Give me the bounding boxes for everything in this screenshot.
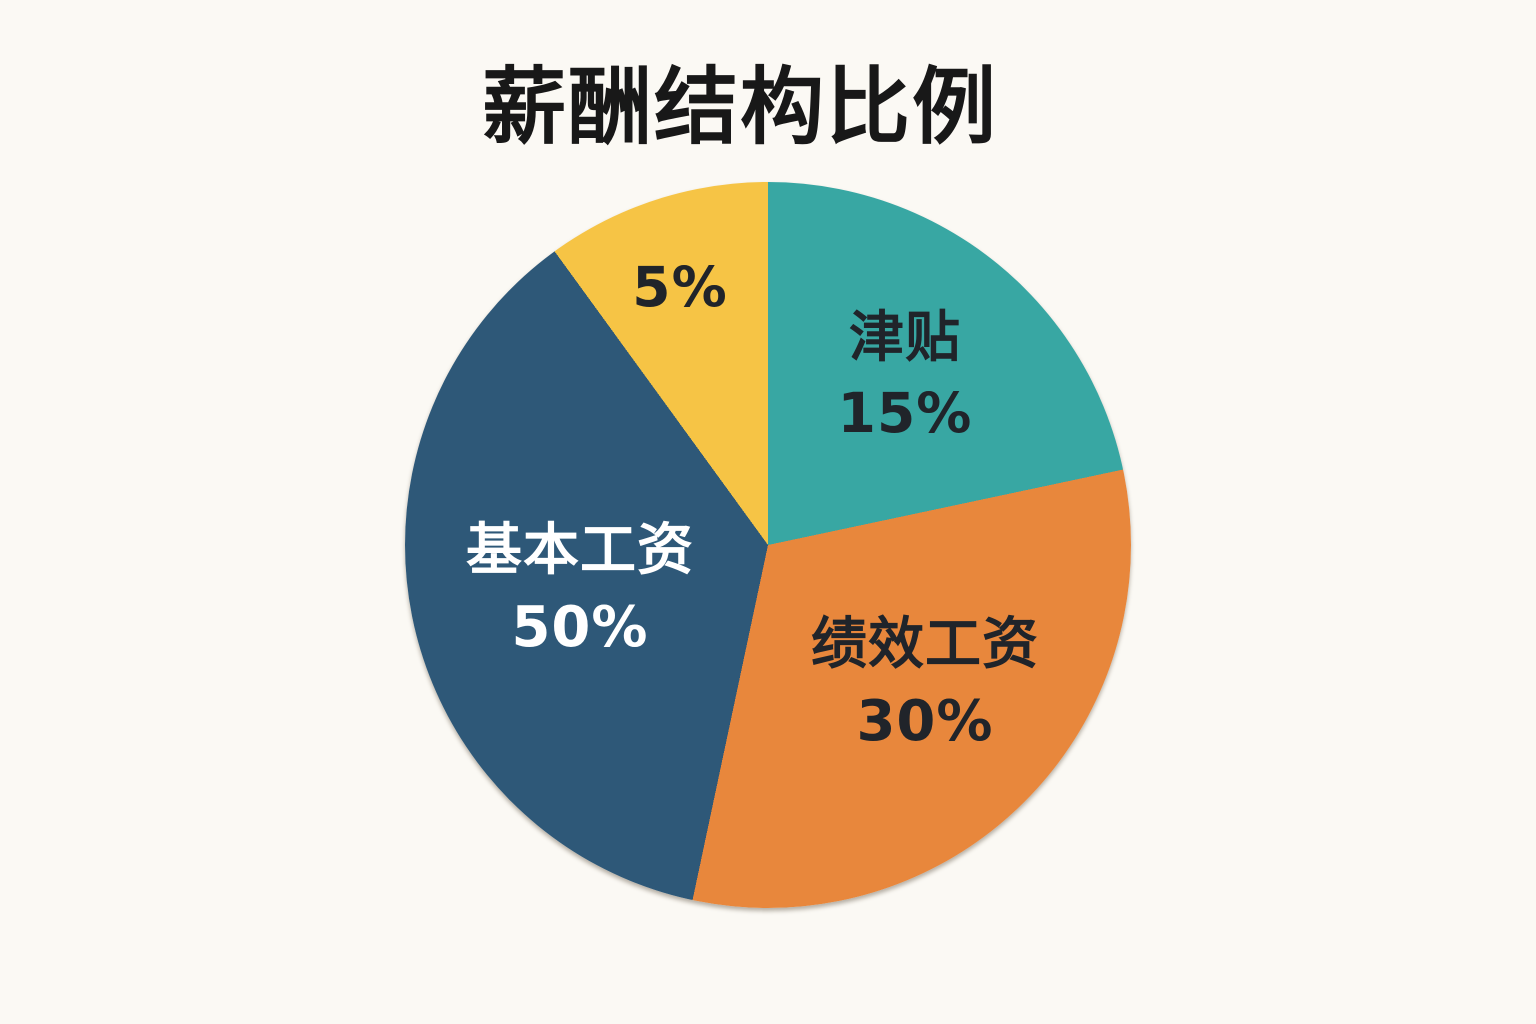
slice-percent: 50% [511, 595, 649, 661]
slice-name: 绩效工资 [811, 612, 1039, 677]
slice-label-bonus: 5% [613, 250, 747, 326]
slice-percent: 30% [856, 689, 994, 755]
slice-percent: 15% [837, 380, 973, 445]
slice-label-allowance: 津贴 15% [795, 300, 1015, 452]
slice-percent: 5% [632, 255, 728, 319]
slice-name: 津贴 [848, 305, 961, 369]
pie-circle [405, 182, 1131, 908]
chart-title: 薪酬结构比例 [481, 58, 998, 156]
slice-name: 基本工资 [466, 518, 694, 583]
slice-label-performance: 绩效工资 30% [788, 606, 1062, 761]
slice-label-base-salary: 基本工资 50% [443, 512, 717, 667]
